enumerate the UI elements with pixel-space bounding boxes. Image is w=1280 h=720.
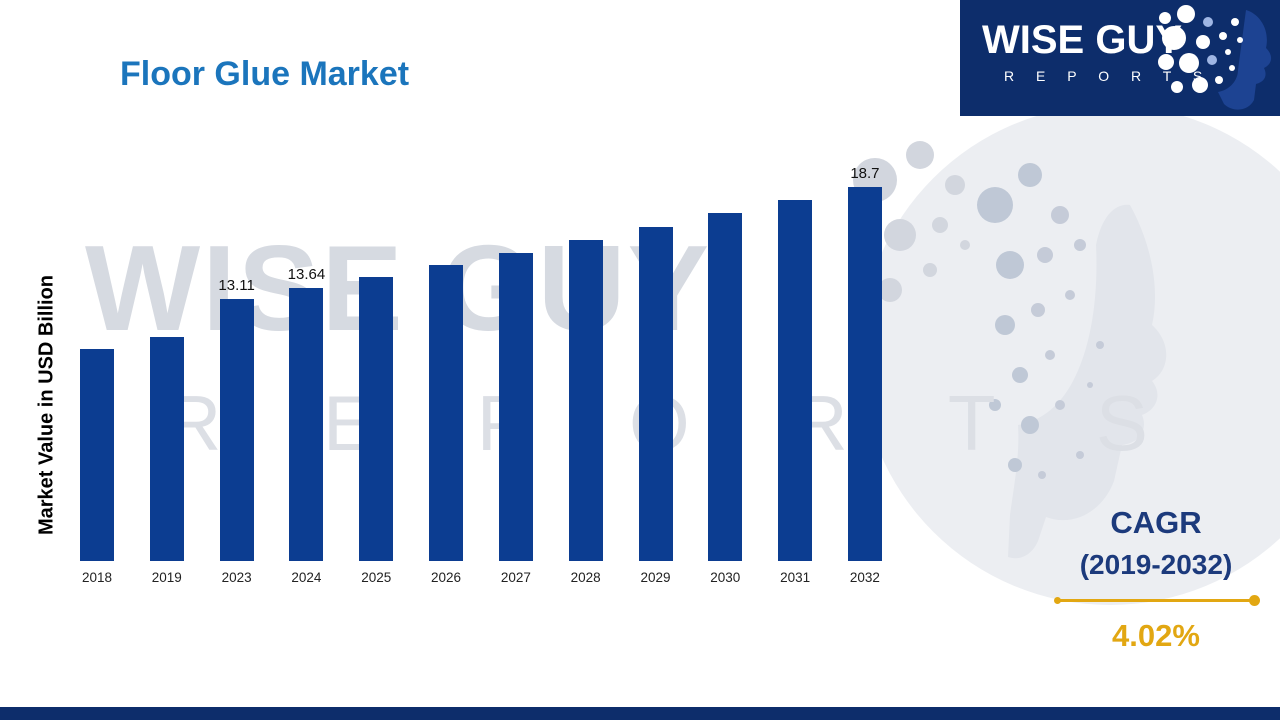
logo-face-dots-icon [1158, 5, 1272, 110]
face-profile-watermark [1008, 204, 1167, 559]
bar [498, 253, 533, 561]
bar [149, 337, 184, 561]
bar [568, 240, 603, 561]
logo-text: WISE GUY R E P O R T S [982, 20, 1211, 84]
bar-area [568, 161, 603, 561]
x-tick-label: 2031 [780, 570, 811, 585]
bar-area [638, 161, 673, 561]
bar-area [80, 161, 114, 561]
bar [638, 227, 673, 561]
bar [80, 349, 114, 561]
cagr-value: 4.02% [1112, 618, 1200, 653]
bar [847, 187, 882, 561]
bar-slot: 2029 [634, 161, 678, 585]
cagr-heading: CAGR [1110, 505, 1202, 540]
bar-slot: 2018 [75, 161, 119, 585]
bar-area: 18.7 [847, 161, 882, 561]
bar-area [778, 161, 813, 561]
bar [289, 288, 324, 561]
bar-slot: 2031 [773, 161, 817, 585]
x-tick-label: 2025 [361, 570, 392, 585]
bar-slot: 2026 [424, 161, 468, 585]
bar-value-label: 13.64 [287, 266, 326, 283]
bar-slot: 13.11 2023 [215, 161, 259, 585]
bar [708, 213, 743, 561]
x-tick-label: 2024 [291, 570, 322, 585]
cagr-divider [1054, 595, 1260, 606]
bar [219, 299, 254, 561]
x-tick-label: 2019 [151, 570, 182, 585]
y-axis-label: Market Value in USD Billion [35, 274, 58, 536]
watermark-circle [860, 105, 1280, 605]
bar-slot: 2027 [494, 161, 538, 585]
x-tick-label: 2029 [640, 570, 671, 585]
bar-slot: 13.64 2024 [284, 161, 328, 585]
cagr-range: (2019-2032) [1079, 549, 1233, 580]
x-tick-label: 2027 [500, 570, 531, 585]
logo-block: WISE GUY R E P O R T S [960, 0, 1280, 116]
logo-face-icon [1218, 10, 1272, 110]
bar [429, 265, 464, 561]
bar-slot: 2030 [703, 161, 747, 585]
bar-slot: 18.7 2032 [843, 161, 887, 585]
bottom-bar [0, 707, 1280, 720]
bar-area [359, 161, 394, 561]
bars: 2018 2019 13.11 2023 13.64 2024 2025 2026 2027 20… [75, 165, 887, 585]
bar-chart: 2018 2019 13.11 2023 13.64 2024 2025 2026 2027 20… [75, 165, 887, 585]
x-tick-label: 2026 [431, 570, 462, 585]
bar-value-label: 18.7 [850, 165, 880, 182]
bar-area [149, 161, 184, 561]
bar-value-label: 13.11 [218, 277, 255, 294]
cagr-block: CAGR (2019-2032) 4.02% [1040, 505, 1272, 654]
bar-area [429, 161, 464, 561]
x-tick-label: 2030 [710, 570, 741, 585]
x-tick-label: 2028 [570, 570, 601, 585]
x-tick-label: 2032 [849, 570, 880, 585]
x-tick-label: 2018 [81, 570, 113, 585]
x-tick-label: 2023 [221, 570, 252, 585]
bar-area: 13.11 [218, 161, 255, 561]
bar-slot: 2025 [354, 161, 398, 585]
logo-subtitle: R E P O R T S [1004, 68, 1212, 84]
bar [359, 277, 394, 561]
page-title: Floor Glue Market [120, 54, 410, 93]
bar-slot: 2019 [145, 161, 189, 585]
watermark-line1: WISE GUY [85, 220, 712, 356]
bar-area [498, 161, 533, 561]
logo-wordmark: WISE GUY [982, 18, 1183, 62]
bar-slot: 2028 [564, 161, 608, 585]
bar-area: 13.64 [287, 161, 326, 561]
bar [778, 200, 813, 561]
bar-area [708, 161, 743, 561]
